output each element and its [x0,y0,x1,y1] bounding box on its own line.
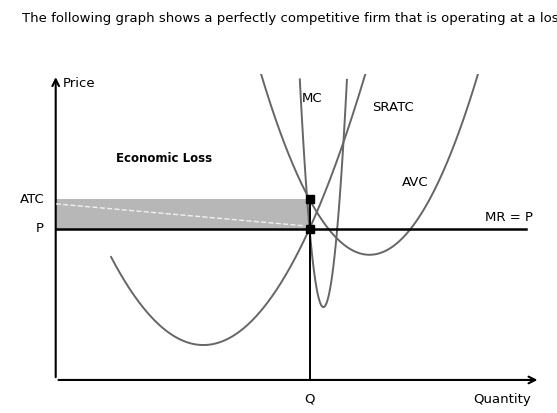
Text: P: P [36,222,44,235]
Text: Q: Q [304,392,315,405]
Text: Price: Price [62,77,95,90]
Text: Economic Loss: Economic Loss [116,152,212,165]
Text: ATC: ATC [19,193,44,206]
Text: MC: MC [301,92,322,105]
Text: Quantity: Quantity [473,393,531,406]
Text: The following graph shows a perfectly competitive firm that is operating at a lo: The following graph shows a perfectly co… [22,12,557,25]
Text: AVC: AVC [402,176,429,189]
Polygon shape [56,199,310,229]
Text: MR = P: MR = P [485,211,534,224]
Text: SRATC: SRATC [372,100,413,114]
